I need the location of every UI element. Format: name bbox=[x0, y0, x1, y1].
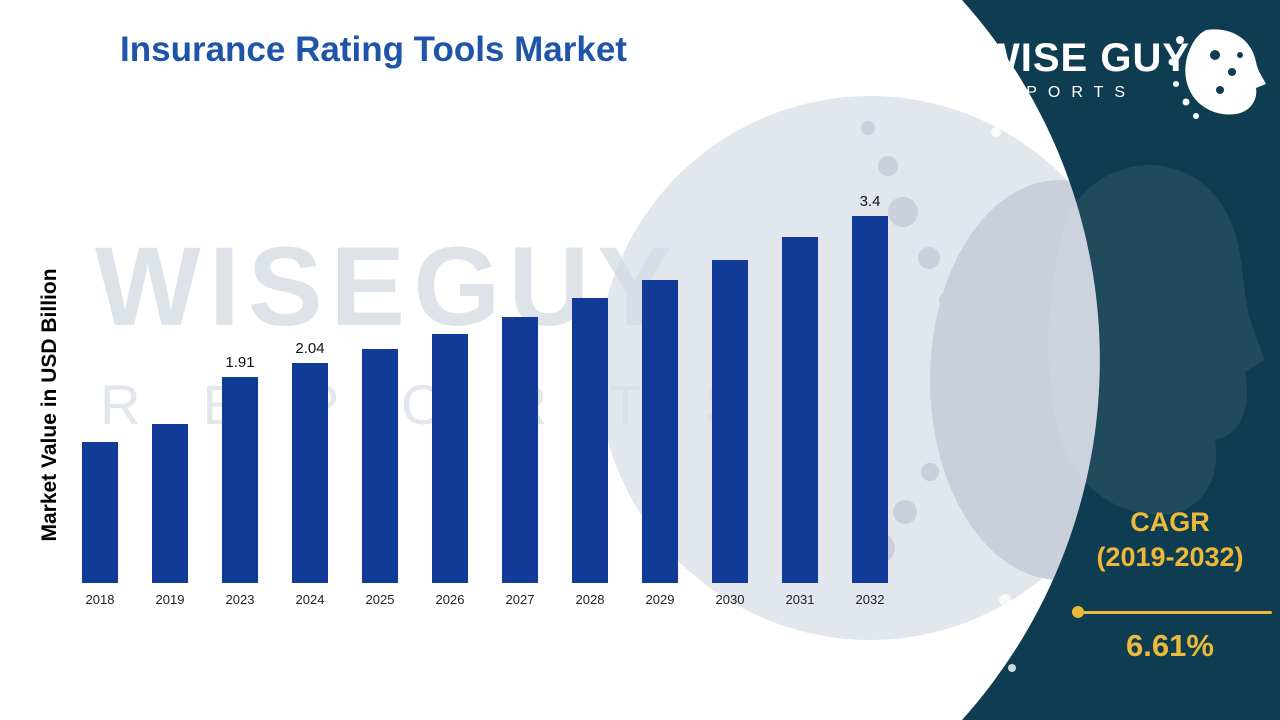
bar-group-2031: 2031 bbox=[765, 158, 835, 608]
x-axis-label: 2019 bbox=[155, 592, 185, 607]
panel-white-dots bbox=[963, 39, 1016, 672]
x-axis-label: 2028 bbox=[575, 592, 605, 607]
bar-value-label: 3.4 bbox=[859, 193, 881, 210]
bar-group-2027: 2027 bbox=[485, 158, 555, 608]
bar-2029 bbox=[642, 280, 678, 583]
bar-chart: 2018 2019 1.91 2023 2.04 2024 2025 2026 2027 2028… bbox=[65, 158, 905, 608]
panel-face-silhouette bbox=[1048, 165, 1265, 515]
bar-2025 bbox=[362, 349, 398, 583]
bar-group-2032: 3.4 2032 bbox=[835, 158, 905, 608]
cagr-label-line1: CAGR bbox=[1130, 507, 1210, 537]
bar-2031 bbox=[782, 237, 818, 583]
bar-2032 bbox=[852, 216, 888, 583]
bar-group-2019: 2019 bbox=[135, 158, 205, 608]
bar-group-2025: 2025 bbox=[345, 158, 415, 608]
gray-dots-decoration bbox=[861, 121, 963, 563]
bar-group-2028: 2028 bbox=[555, 158, 625, 608]
cagr-value: 6.61% bbox=[1126, 628, 1214, 663]
bar-2026 bbox=[432, 334, 468, 583]
page-title: Insurance Rating Tools Market bbox=[120, 30, 627, 69]
bar-2030 bbox=[712, 260, 748, 583]
bar-group-2024: 2.04 2024 bbox=[275, 158, 345, 608]
bar-group-2026: 2026 bbox=[415, 158, 485, 608]
logo: WISE GUY REPORTS bbox=[982, 36, 1190, 102]
x-axis-label: 2023 bbox=[225, 592, 255, 607]
watermark-reports: REPORTS bbox=[100, 372, 804, 437]
cagr-label: CAGR (2019-2032) bbox=[1068, 505, 1272, 575]
cagr-divider-line bbox=[1078, 611, 1272, 614]
x-axis-label: 2032 bbox=[855, 592, 885, 607]
panel-background-shape bbox=[962, 0, 1280, 720]
x-axis-label: 2024 bbox=[295, 592, 325, 607]
bar-2023 bbox=[222, 377, 258, 583]
bar-2018 bbox=[82, 442, 118, 583]
x-axis-label: 2025 bbox=[365, 592, 395, 607]
x-axis-label: 2027 bbox=[505, 592, 535, 607]
x-axis-label: 2030 bbox=[715, 592, 745, 607]
logo-subtitle: REPORTS bbox=[982, 84, 1137, 101]
bar-group-2023: 1.91 2023 bbox=[205, 158, 275, 608]
cagr-label-line2: (2019-2032) bbox=[1096, 542, 1244, 573]
y-axis-label: Market Value in USD Billion bbox=[38, 268, 61, 542]
bar-value-label: 1.91 bbox=[225, 354, 255, 371]
x-axis-label: 2018 bbox=[85, 592, 115, 607]
x-axis-label: 2031 bbox=[785, 592, 815, 607]
logo-head-icon bbox=[1168, 29, 1266, 119]
bar-group-2018: 2018 bbox=[65, 158, 135, 608]
x-axis-label: 2026 bbox=[435, 592, 465, 607]
bar-2027 bbox=[502, 317, 538, 583]
bar-group-2030: 2030 bbox=[695, 158, 765, 608]
bar-2028 bbox=[572, 298, 608, 583]
bar-group-2029: 2029 bbox=[625, 158, 695, 608]
bar-2024 bbox=[292, 363, 328, 583]
bar-value-label: 2.04 bbox=[295, 340, 325, 357]
logo-name: WISE GUY bbox=[982, 36, 1191, 80]
bar-2019 bbox=[152, 424, 188, 583]
x-axis-label: 2029 bbox=[645, 592, 675, 607]
